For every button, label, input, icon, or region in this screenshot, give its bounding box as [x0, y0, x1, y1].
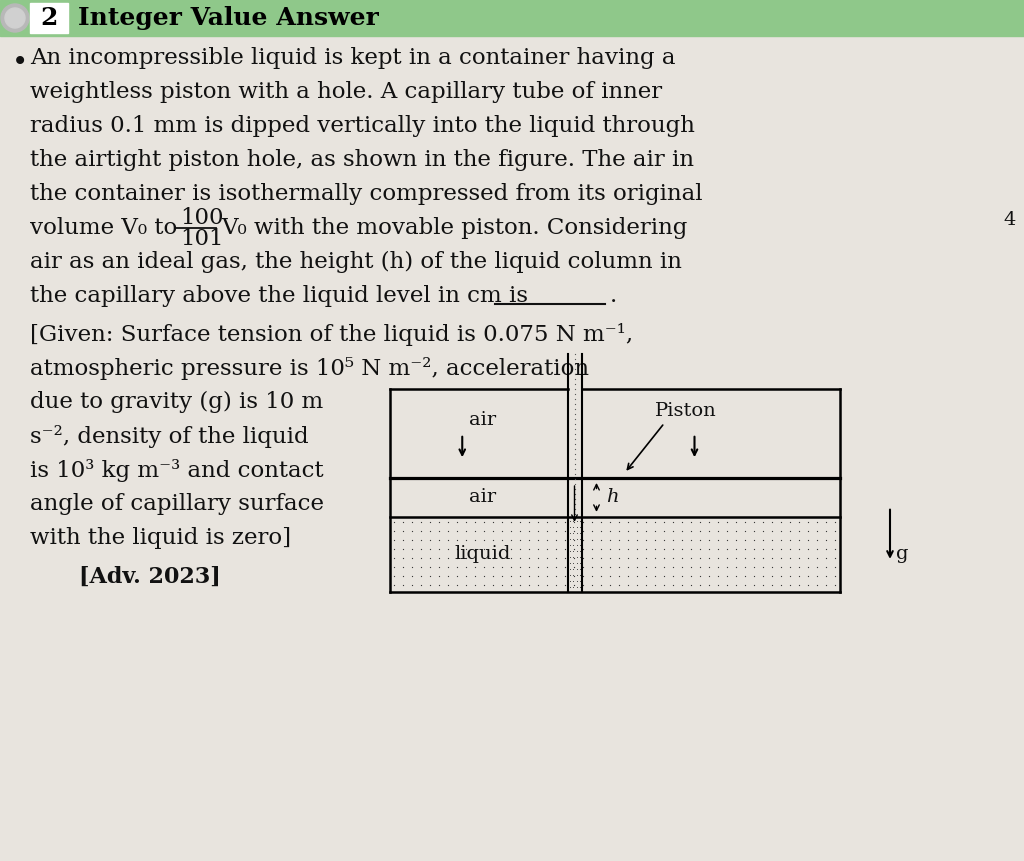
Text: angle of capillary surface: angle of capillary surface [30, 493, 324, 515]
Text: Piston: Piston [654, 402, 716, 420]
Text: with the liquid is zero]: with the liquid is zero] [30, 527, 291, 549]
Text: [Given: Surface tension of the liquid is 0.075 N m⁻¹,: [Given: Surface tension of the liquid is… [30, 323, 633, 345]
Text: liquid: liquid [454, 545, 510, 563]
Text: air as an ideal gas, the height (h) of the liquid column in: air as an ideal gas, the height (h) of t… [30, 251, 682, 273]
Circle shape [5, 8, 25, 28]
Text: 100: 100 [180, 208, 223, 229]
Text: the container is isothermally compressed from its original: the container is isothermally compressed… [30, 183, 702, 205]
Text: s⁻², density of the liquid: s⁻², density of the liquid [30, 424, 308, 448]
Circle shape [1, 4, 29, 32]
Text: [Adv. 2023]: [Adv. 2023] [79, 566, 221, 588]
Text: radius 0.1 mm is dipped vertically into the liquid through: radius 0.1 mm is dipped vertically into … [30, 115, 695, 137]
Text: 101: 101 [180, 228, 223, 250]
Text: the capillary above the liquid level in cm is: the capillary above the liquid level in … [30, 285, 528, 307]
Text: h: h [606, 488, 618, 506]
Text: volume V₀ to: volume V₀ to [30, 217, 177, 239]
Bar [0, 0, 1024, 36]
Text: g: g [896, 545, 908, 563]
Text: 2: 2 [40, 6, 57, 30]
Text: air: air [469, 411, 496, 429]
Text: air: air [469, 488, 496, 506]
Text: An incompressible liquid is kept in a container having a: An incompressible liquid is kept in a co… [30, 47, 676, 69]
Text: the airtight piston hole, as shown in the figure. The air in: the airtight piston hole, as shown in th… [30, 149, 694, 171]
Text: atmospheric pressure is 10⁵ N m⁻², acceleration: atmospheric pressure is 10⁵ N m⁻², accel… [30, 356, 589, 380]
Text: •: • [12, 50, 29, 77]
Text: 4: 4 [1004, 211, 1016, 229]
Text: .: . [610, 285, 617, 307]
Text: is 10³ kg m⁻³ and contact: is 10³ kg m⁻³ and contact [30, 459, 324, 481]
Bar [30, 3, 68, 33]
Text: due to gravity (g) is 10 m: due to gravity (g) is 10 m [30, 391, 324, 413]
Text: Integer Value Answer: Integer Value Answer [78, 6, 379, 30]
Text: weightless piston with a hole. A capillary tube of inner: weightless piston with a hole. A capilla… [30, 81, 663, 103]
Text: V₀ with the movable piston. Considering: V₀ with the movable piston. Considering [221, 217, 687, 239]
